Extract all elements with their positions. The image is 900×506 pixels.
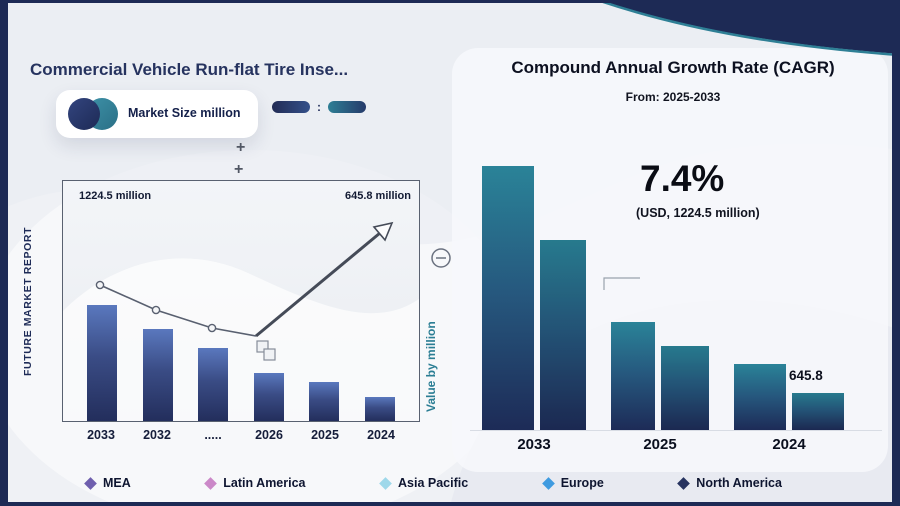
right-chart-group-2025 [611,322,709,430]
right-x-label: 2025 [643,436,677,453]
region-legend: MEA Latin America Asia Pacific Europe North … [84,476,782,490]
market-size-label: Market Size million [128,106,241,120]
legend-label: MEA [103,476,131,490]
left-chart-bar-2024 [364,396,395,421]
left-chart-bar-2032 [142,329,173,421]
right-chart-baseline [470,430,882,431]
right-chart-bar-2025-2 [661,346,709,430]
right-chart-x-axis: 2033 2025 2024 [482,436,844,453]
plus-icon: + [234,161,244,178]
right-chart-subtitle: From: 2025-2033 [625,90,721,104]
left-chart-panel: 1224.5 million 645.8 million [62,180,420,422]
legend-diamond-icon [204,476,218,490]
right-chart-bar-2033-2 [540,240,586,430]
right-chart-bars [482,166,844,430]
legend-item-asia-pacific: Asia Pacific [379,476,469,490]
value-by-million-axis-label: Value by million [424,321,438,412]
legend-label: Asia Pacific [398,476,469,490]
plus-icon: + [236,139,246,156]
market-size-legend-card: Market Size million [56,90,258,138]
pill-separator: : [317,100,321,114]
right-chart-bar-2024-1 [734,364,786,430]
legend-label: North America [696,476,782,490]
annotation-645-million: 645.8 million [344,190,411,202]
legend-item-latin-america: Latin America [204,476,306,490]
right-chart-group-2024 [734,364,844,430]
legend-diamond-icon [379,476,392,490]
left-chart-bar-2033 [87,305,117,421]
cagr-usd-note: (USD, 1224.5 million) [636,206,760,220]
left-chart-bar-2026 [253,373,284,421]
future-market-report-watermark: FUTURE MARKET REPORT [22,226,34,376]
legend-item-europe: Europe [541,476,604,490]
left-x-label: 2024 [367,428,395,442]
value-label-645: 645.8 [789,368,823,383]
legend-diamond-icon [677,476,691,490]
left-chart-bar-..... [198,347,229,421]
decorative-pills: : [272,100,366,114]
market-size-icon [68,98,120,130]
left-chart-title: Commercial Vehicle Run-flat Tire Inse... [30,60,349,79]
left-x-label: ..... [204,428,222,442]
legend-item-mea: MEA [84,476,131,490]
right-chart-group-2033 [482,166,586,430]
left-x-label: 2025 [311,428,339,442]
annotation-1224-million: 1224.5 million [79,190,152,202]
left-chart-x-axis: 2033 2032..... 2026 2025 2024 [72,428,410,442]
right-x-label: 2033 [517,436,551,453]
right-chart-title: Compound Annual Growth Rate (CAGR) [511,58,835,77]
pill-teal-icon [328,101,366,113]
left-chart-bar-2025 [309,381,340,421]
right-chart-bar-2025-1 [611,322,655,430]
left-chart-bars [73,305,409,421]
cagr-percentage: 7.4% [640,158,725,199]
pill-navy-icon [272,101,310,113]
right-chart-bar-2024-2 [792,393,844,430]
left-x-label: 2032 [143,428,171,442]
left-x-label: 2033 [87,428,115,442]
legend-label: Latin America [223,476,306,490]
navy-circle-icon [68,98,100,130]
legend-item-north-america: North America [677,476,782,490]
legend-diamond-icon [541,476,555,490]
right-x-label: 2024 [772,436,806,453]
right-chart-bar-2033-1 [482,166,534,430]
legend-label: Europe [560,476,604,490]
legend-diamond-icon [84,476,97,490]
left-x-label: 2026 [255,428,283,442]
